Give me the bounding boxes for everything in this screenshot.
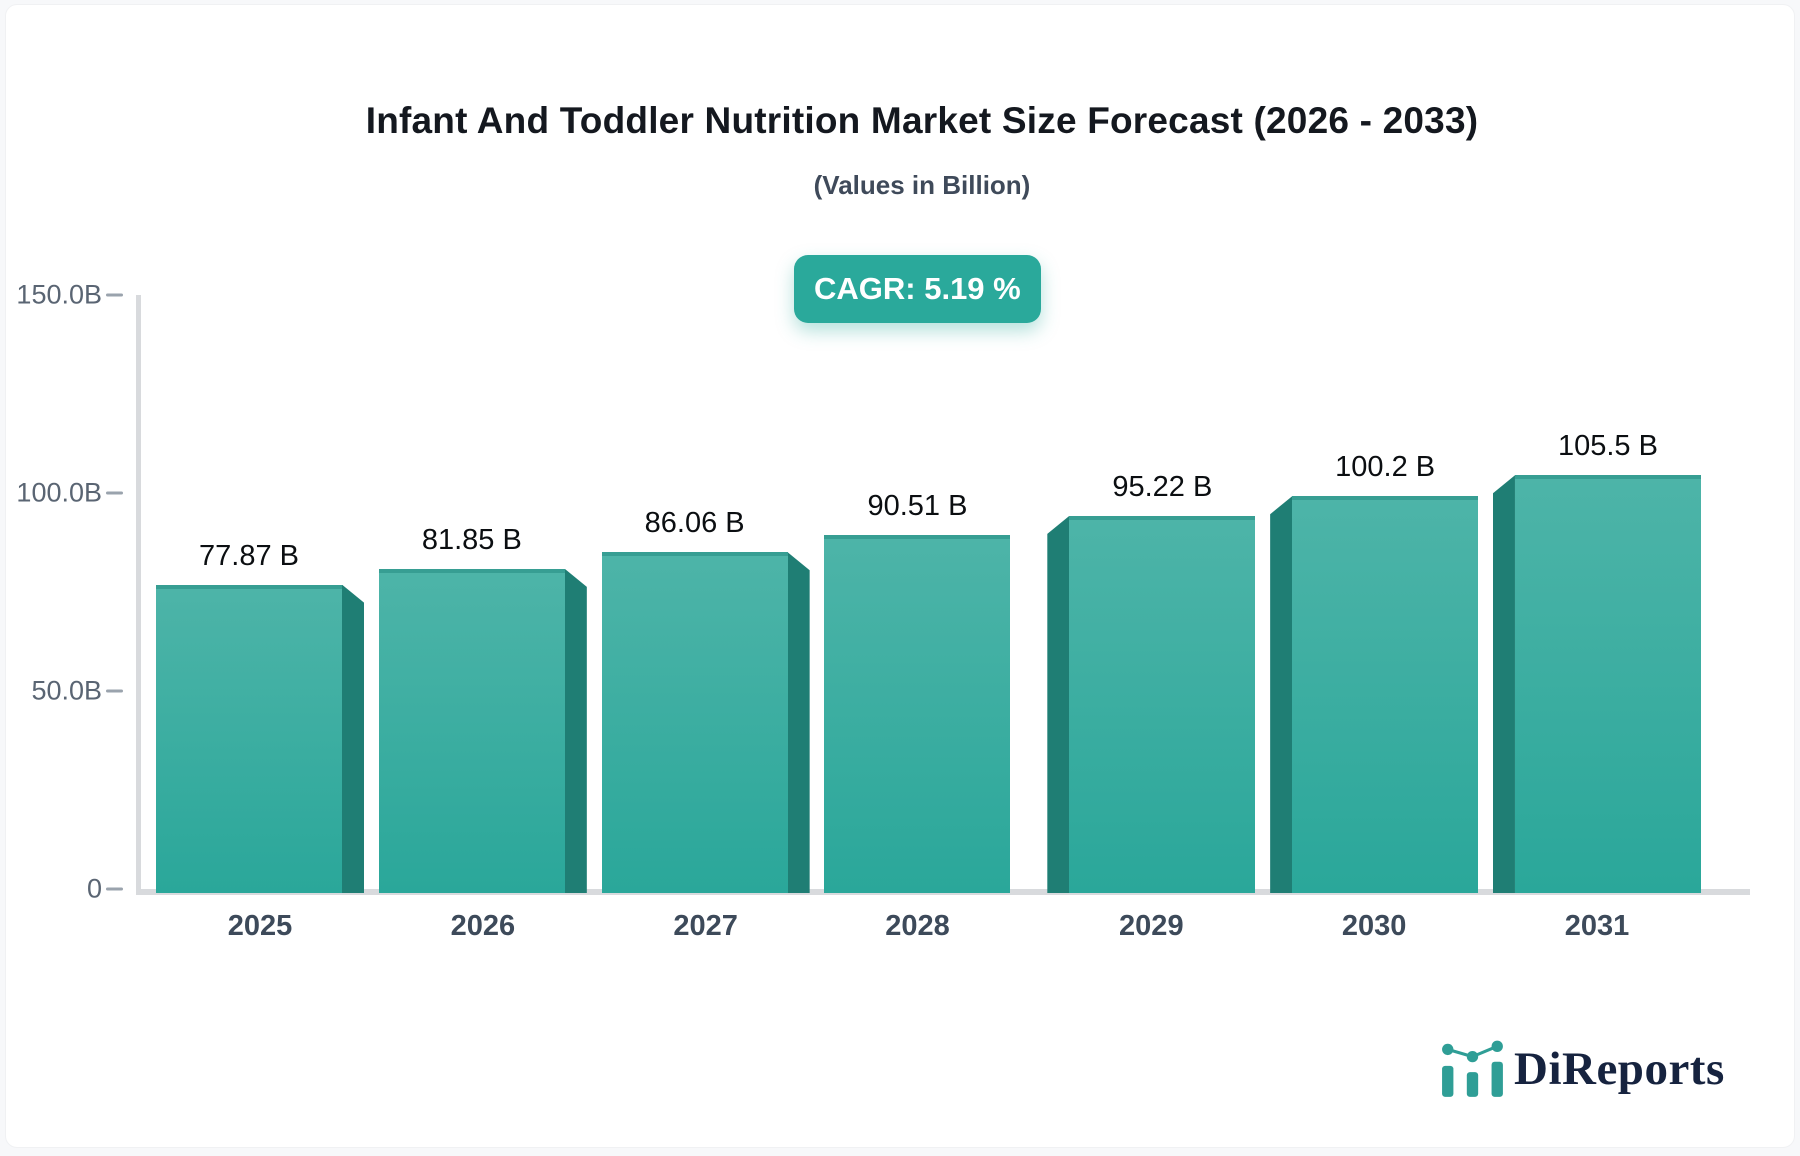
x-axis-label: 2025 (227, 910, 293, 942)
bar-value-label: 81.85 B (421, 523, 522, 556)
y-axis-label: 150.0B (16, 279, 102, 310)
bar-group-2029: 95.22 B (1047, 471, 1256, 893)
bar-value-label: 100.2 B (1335, 451, 1436, 484)
bar-side (1270, 496, 1293, 893)
y-axis-label: 50.0B (31, 675, 102, 706)
y-axis-label: 100.0B (16, 477, 102, 508)
bar-group-2025: 77.87 B (156, 540, 364, 893)
chart-title: Infant And Toddler Nutrition Market Size… (365, 100, 1479, 141)
bar-value-label: 90.51 B (867, 489, 968, 522)
y-axis-label: 0 (86, 873, 102, 904)
bar-group-2026: 81.85 B (378, 524, 587, 893)
bar-chart-logo-icon (1440, 1037, 1506, 1101)
bar-face (156, 584, 342, 893)
cagr-badge: CAGR: 5.19 % (794, 255, 1041, 323)
y-axis-line (136, 295, 141, 893)
bar-face (1069, 515, 1256, 893)
bar-side (342, 584, 364, 893)
y-axis-tick (106, 293, 123, 297)
bar-value-label: 105.5 B (1557, 430, 1658, 463)
chart-header: Infant And Toddler Nutrition Market Size… (6, 100, 1794, 201)
x-axis-label: 2026 (450, 910, 516, 942)
x-axis-label: 2031 (1564, 910, 1630, 942)
bar-side (787, 552, 810, 893)
chart-card: Infant And Toddler Nutrition Market Size… (5, 4, 1795, 1148)
bar-face (824, 534, 1011, 893)
y-axis-tick (106, 689, 123, 693)
y-axis-tick (106, 887, 123, 891)
bar-group-2031: 105.5 B (1492, 430, 1701, 893)
bar-value-label: 95.22 B (1112, 470, 1213, 503)
bar-group-2028: 90.51 B (824, 490, 1011, 893)
y-axis-tick (106, 491, 123, 495)
bar-face (601, 552, 788, 893)
bar-group-2030: 100.2 B (1270, 451, 1479, 893)
x-axis-label: 2028 (885, 910, 950, 942)
bar-face (1514, 475, 1701, 893)
bar-face (378, 568, 565, 893)
bar-side (564, 568, 587, 893)
direports-logo: DiReports (1440, 1037, 1725, 1101)
bar-value-label: 77.87 B (199, 539, 299, 572)
logo-wordmark: DiReports (1514, 1043, 1725, 1095)
chart-subtitle: (Values in Billion) (813, 170, 1031, 200)
x-axis-label: 2027 (673, 910, 738, 942)
bar-value-label: 86.06 B (644, 507, 745, 540)
x-axis-label: 2030 (1341, 910, 1407, 942)
x-axis-label: 2029 (1119, 910, 1184, 942)
bar-face (1292, 496, 1479, 893)
bar-side (1492, 475, 1515, 893)
bar-group-2027: 86.06 B (601, 507, 810, 893)
bar-side (1047, 515, 1070, 893)
bar-chart-plot: 150.0B 100.0B 50.0B 0 77.87 B 81.85 B 86.06 B… (6, 5, 1794, 1147)
